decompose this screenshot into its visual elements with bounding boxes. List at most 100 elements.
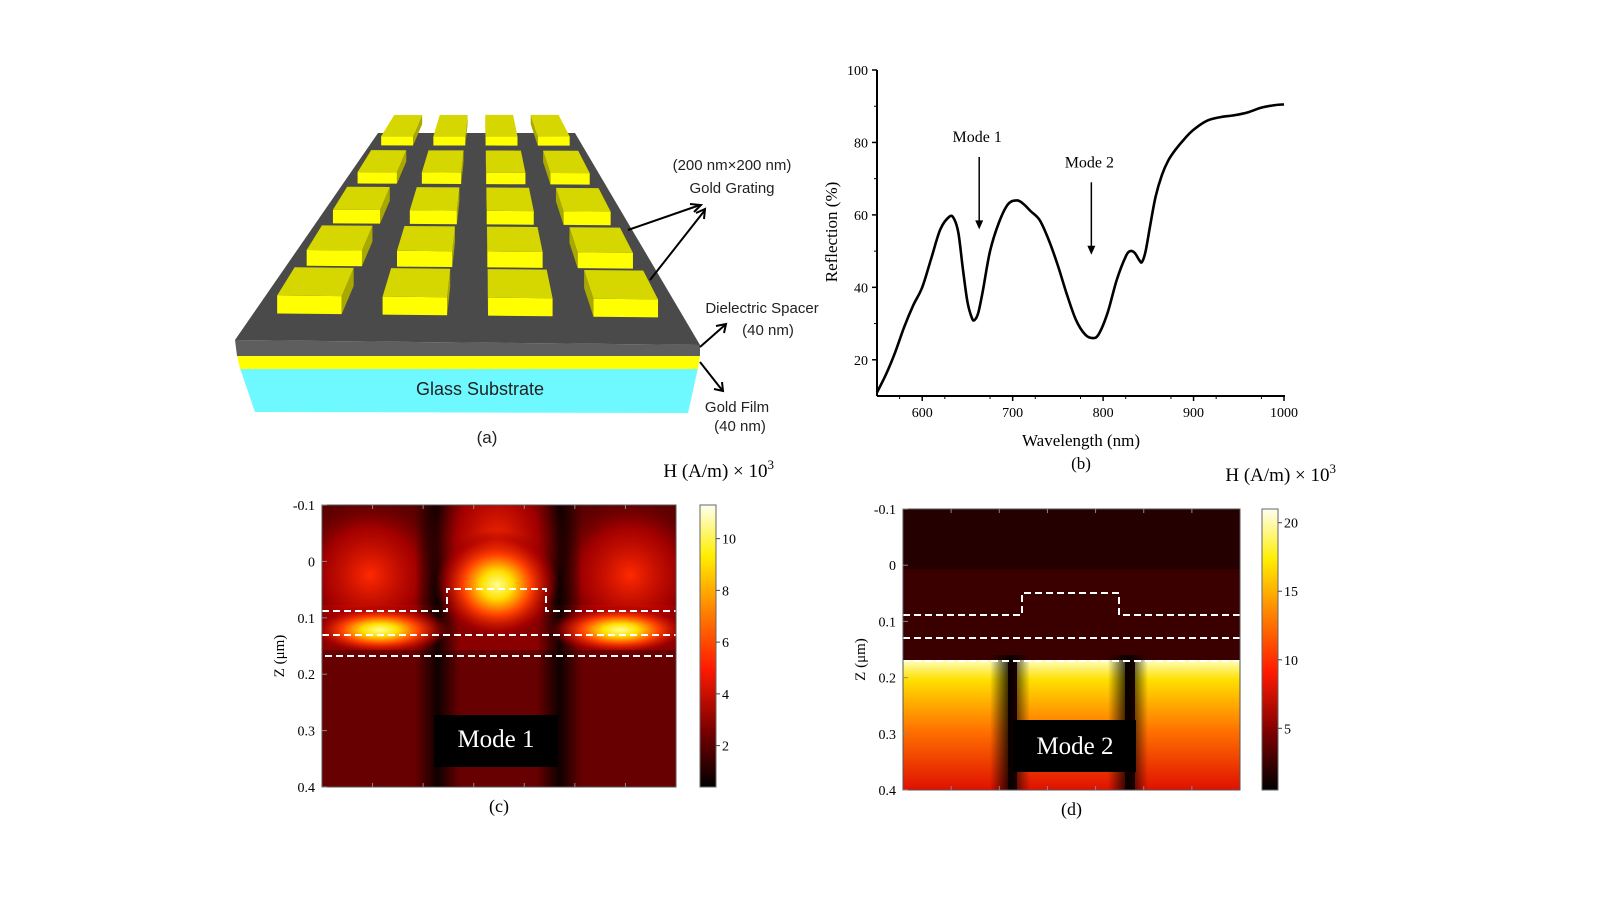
grating-block-side bbox=[452, 226, 455, 268]
panel-b-reflection-chart: 600 700 800 900 1000 20 40 60 80 100 Mode 1 Mode 2… bbox=[822, 64, 1298, 473]
colorbar bbox=[1261, 508, 1279, 791]
grating-block-front bbox=[421, 172, 462, 184]
panel-d-heatmap: Mode 2 -0.1 0 0.1 0.2 0.3 0.4 Z (μm) (d) 5 10 15 20… bbox=[853, 461, 1336, 820]
grating-block-side bbox=[396, 150, 407, 184]
heatmap-d-field bbox=[903, 509, 1240, 790]
annotation-arrows bbox=[627, 203, 728, 393]
colorbar-tick-label: 5 bbox=[1284, 722, 1291, 737]
grating-block-front bbox=[485, 136, 518, 146]
grating-block-front bbox=[381, 136, 414, 146]
grating-block-top bbox=[277, 267, 354, 297]
grating-block-side bbox=[447, 268, 451, 316]
y-tick-label: 0 bbox=[308, 555, 315, 570]
y-tick-label: 20 bbox=[854, 354, 868, 369]
grating-block-top bbox=[381, 114, 423, 137]
grating-block-top bbox=[555, 187, 611, 212]
x-tick-label: 700 bbox=[1002, 406, 1023, 421]
grating-block-front bbox=[433, 136, 466, 146]
grating-block-side bbox=[413, 114, 423, 146]
grating-block-side bbox=[543, 150, 551, 185]
film-label: Gold Film bbox=[705, 399, 769, 416]
y-tick-label: 0.3 bbox=[298, 725, 316, 740]
colorbar-tick-label: 8 bbox=[722, 584, 729, 599]
gold-film bbox=[237, 355, 700, 369]
mode-1-label: Mode 1 bbox=[457, 726, 534, 753]
grating-block-front bbox=[277, 295, 342, 315]
grating-block-top bbox=[332, 186, 390, 211]
grating-block-top bbox=[487, 269, 553, 299]
grating-block-front bbox=[593, 298, 659, 318]
y-tick-label: 0 bbox=[889, 559, 896, 574]
colorbar-tick-label: 6 bbox=[722, 636, 729, 651]
colorbar-tick-label: 10 bbox=[1284, 654, 1298, 669]
gold-grating bbox=[277, 114, 659, 318]
grating-block-top bbox=[382, 268, 451, 298]
film-thickness-label: (40 nm) bbox=[714, 418, 766, 435]
grating-block-front bbox=[537, 136, 570, 146]
heatmap-c-field bbox=[322, 505, 676, 787]
grating-block-top bbox=[433, 114, 468, 137]
grating-block-front bbox=[357, 172, 397, 184]
panel-b-caption: (b) bbox=[1071, 454, 1091, 473]
grating-block-top bbox=[357, 150, 407, 173]
grating-block-side bbox=[461, 150, 464, 184]
grating-block-top bbox=[486, 226, 543, 253]
mode-annotation-label: Mode 2 bbox=[1065, 154, 1114, 171]
y-tick-label: -0.1 bbox=[293, 499, 315, 514]
grating-block-front bbox=[563, 211, 611, 226]
x-tick-label: 1000 bbox=[1270, 406, 1298, 421]
grating-block-top bbox=[569, 227, 633, 253]
colorbar-title-exponent: 3 bbox=[1330, 461, 1337, 476]
y-tick-label: 100 bbox=[847, 64, 868, 79]
panel-c-heatmap: Mode 1 -0.1 0 0.1 0.2 0.3 0.4 Z (μm) (c) 2 4 6 8 10 H… bbox=[272, 457, 775, 817]
spacer-thickness-label: (40 nm) bbox=[742, 322, 794, 339]
y-tick-label: 0.2 bbox=[879, 672, 897, 687]
grating-block-top bbox=[421, 150, 464, 173]
grating-block-top bbox=[409, 187, 460, 211]
panel-caption: (c) bbox=[489, 796, 509, 817]
dielectric-spacer-edge bbox=[235, 340, 700, 356]
colorbar-tick-label: 10 bbox=[722, 533, 736, 548]
y-tick-label: 0.4 bbox=[298, 781, 316, 796]
colorbar-title-text: H (A/m) × 10 bbox=[663, 461, 767, 482]
colorbar-tick-label: 15 bbox=[1284, 585, 1298, 600]
grating-size-label: (200 nm×200 nm) bbox=[673, 157, 792, 174]
colorbar-title-text: H (A/m) × 10 bbox=[1225, 465, 1329, 486]
y-tick-label: 80 bbox=[854, 136, 868, 151]
plot-frame bbox=[902, 508, 1241, 791]
y-tick-label: 0.3 bbox=[879, 728, 897, 743]
grating-block-front bbox=[487, 251, 543, 268]
grating-block-side bbox=[569, 227, 578, 269]
plot-frame bbox=[321, 504, 677, 788]
colorbar-title-exponent: 3 bbox=[768, 457, 775, 472]
x-tick-label: 600 bbox=[912, 406, 933, 421]
grating-block-front bbox=[577, 252, 633, 269]
grating-block-top bbox=[396, 225, 455, 252]
grating-block-top bbox=[486, 187, 534, 212]
x-tick-label: 800 bbox=[1093, 406, 1114, 421]
colorbar-tick-label: 4 bbox=[722, 688, 729, 703]
colorbar bbox=[699, 504, 717, 788]
grating-block-top bbox=[485, 114, 518, 137]
grating-block-top bbox=[485, 150, 526, 173]
colorbar-title: H (A/m) × 103 bbox=[1225, 461, 1336, 486]
y-axis-label: Z (μm) bbox=[853, 638, 869, 681]
y-tick-label: 40 bbox=[854, 281, 868, 296]
mode-annotation-label: Mode 1 bbox=[953, 129, 1002, 146]
y-tick-label: 0.4 bbox=[879, 784, 897, 799]
grating-block-front bbox=[486, 172, 526, 185]
y-axis-label: Z (μm) bbox=[272, 635, 288, 678]
panel-caption: (d) bbox=[1061, 799, 1082, 820]
reflection-curve bbox=[875, 103, 1285, 393]
grating-block-front bbox=[306, 249, 362, 267]
glass-substrate bbox=[240, 368, 698, 413]
y-tick-label: 0.1 bbox=[879, 615, 897, 630]
grating-block-side bbox=[380, 186, 390, 224]
y-tick-label: 0.1 bbox=[298, 612, 316, 627]
grating-block-side bbox=[465, 114, 468, 146]
y-axis-label: Reflection (%) bbox=[822, 182, 841, 283]
grating-block-top bbox=[584, 269, 659, 300]
grating-block-top bbox=[306, 225, 373, 251]
grating-block-side bbox=[555, 187, 564, 225]
